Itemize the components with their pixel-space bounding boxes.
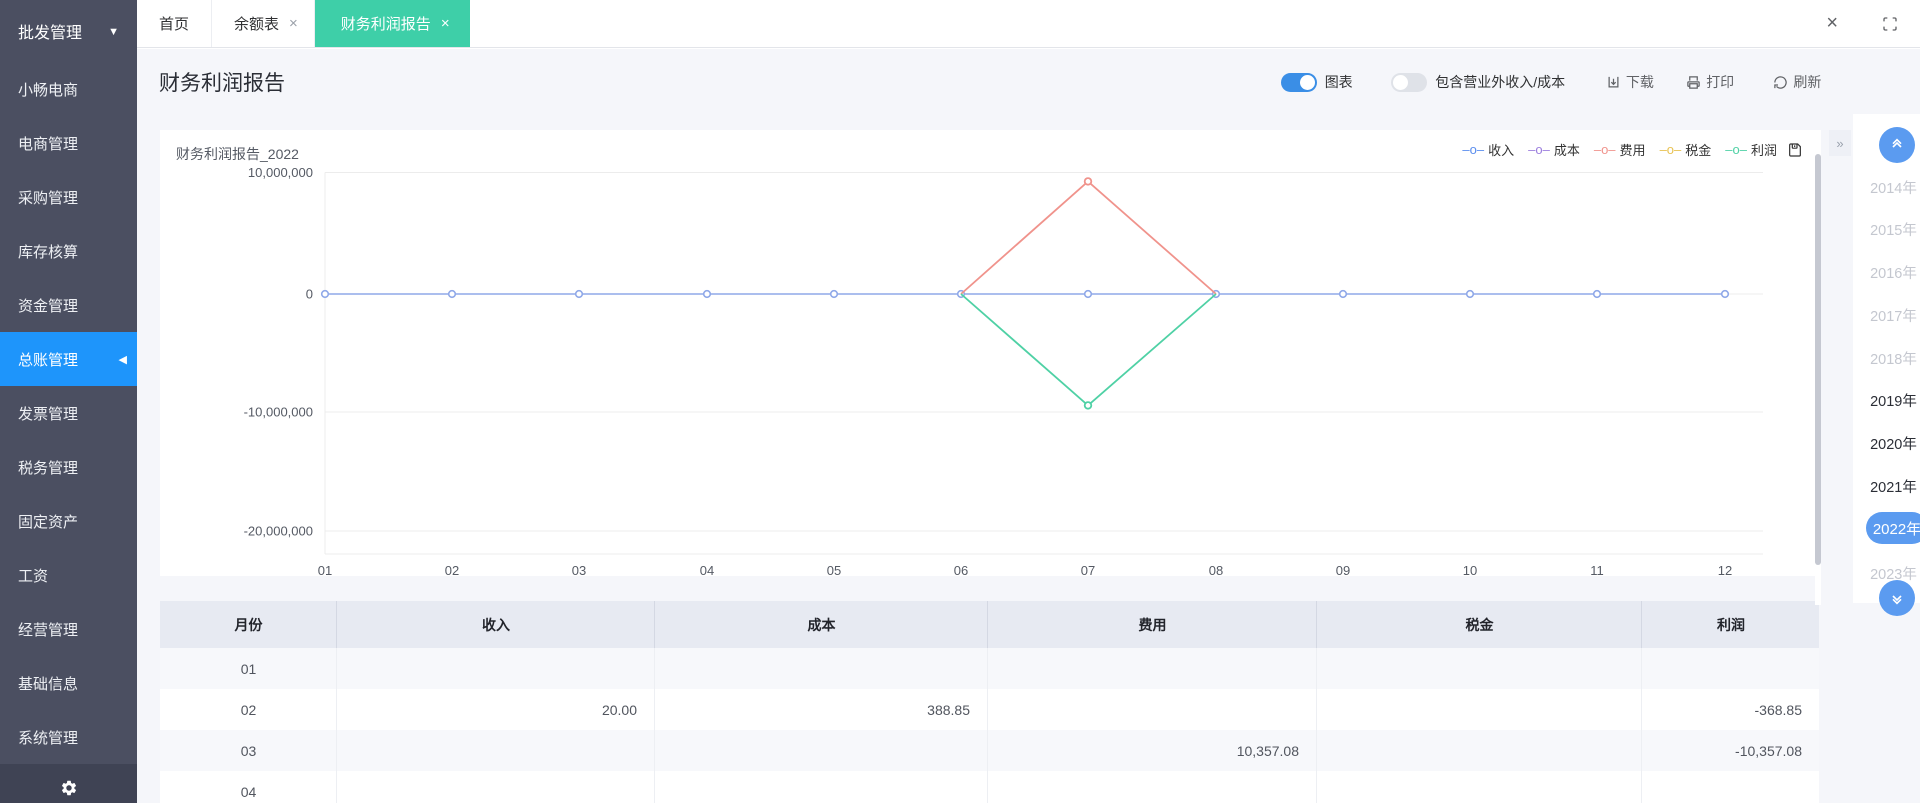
svg-text:-10,000,000: -10,000,000 <box>244 405 313 420</box>
svg-text:04: 04 <box>700 563 714 578</box>
svg-text:0: 0 <box>306 287 313 302</box>
svg-text:08: 08 <box>1209 563 1223 578</box>
svg-text:05: 05 <box>827 563 841 578</box>
svg-text:12: 12 <box>1718 563 1732 578</box>
svg-text:11: 11 <box>1590 563 1604 578</box>
svg-text:03: 03 <box>572 563 586 578</box>
svg-text:-20,000,000: -20,000,000 <box>244 524 313 539</box>
svg-text:07: 07 <box>1081 563 1095 578</box>
svg-text:09: 09 <box>1336 563 1350 578</box>
svg-text:02: 02 <box>445 563 459 578</box>
svg-text:01: 01 <box>318 563 332 578</box>
svg-text:06: 06 <box>954 563 968 578</box>
svg-text:10,000,000: 10,000,000 <box>248 165 313 180</box>
svg-text:10: 10 <box>1463 563 1477 578</box>
